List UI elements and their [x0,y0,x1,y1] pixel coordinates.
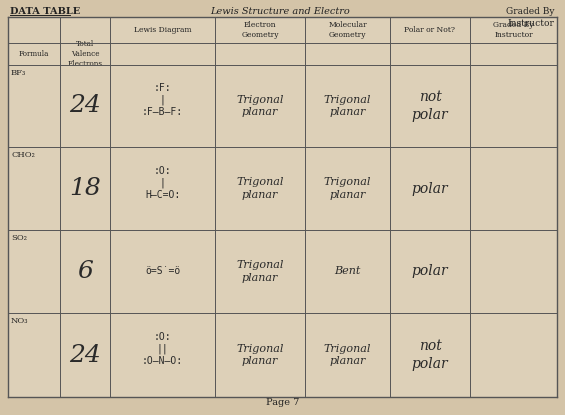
Text: :F:: :F: [154,83,171,93]
Text: Total
Valence
Electrons: Total Valence Electrons [67,40,102,68]
Text: polar: polar [412,264,448,278]
Text: 24: 24 [69,95,101,117]
Text: not
polar: not polar [412,339,448,371]
Text: Trigonal
planar: Trigonal planar [236,344,284,366]
Text: Lewis Structure and Electro: Lewis Structure and Electro [210,7,350,16]
Text: :O:: :O: [154,332,171,342]
Text: Trigonal
planar: Trigonal planar [324,95,371,117]
Text: Trigonal
planar: Trigonal planar [324,344,371,366]
Text: :O—N—O:: :O—N—O: [142,356,183,366]
Text: 6: 6 [77,260,93,283]
Text: DATA TABLE: DATA TABLE [10,7,80,16]
Text: Page 7: Page 7 [266,398,299,407]
Text: :F—B—F:: :F—B—F: [142,107,183,117]
Text: ö=Ṡ=ö: ö=Ṡ=ö [145,266,180,276]
Text: Trigonal
planar: Trigonal planar [236,177,284,200]
Text: 24: 24 [69,344,101,366]
Text: CHO₂: CHO₂ [11,151,35,159]
Text: polar: polar [412,181,448,195]
Text: NO₃: NO₃ [11,317,28,325]
Text: not
polar: not polar [412,90,448,122]
Text: Graded By
Instructor: Graded By Instructor [493,21,534,39]
Text: :O:: :O: [154,166,171,176]
Text: ||: || [157,344,168,354]
Text: |: | [159,177,166,188]
Text: Graded By
Instructor: Graded By Instructor [506,7,554,28]
Text: H—C=O:: H—C=O: [145,190,180,200]
Text: 18: 18 [69,177,101,200]
Text: Electron
Geometry: Electron Geometry [241,21,279,39]
Text: Formula: Formula [19,50,49,58]
Text: SO₂: SO₂ [11,234,27,242]
Text: |: | [159,95,166,105]
Text: Lewis Diagram: Lewis Diagram [134,26,192,34]
Text: BF₃: BF₃ [11,69,26,77]
Text: Trigonal
planar: Trigonal planar [236,260,284,283]
Text: Trigonal
planar: Trigonal planar [324,177,371,200]
Text: Trigonal
planar: Trigonal planar [236,95,284,117]
Text: Bent: Bent [334,266,360,276]
Text: Molecular
Geometry: Molecular Geometry [328,21,367,39]
Text: Polar or Not?: Polar or Not? [405,26,455,34]
